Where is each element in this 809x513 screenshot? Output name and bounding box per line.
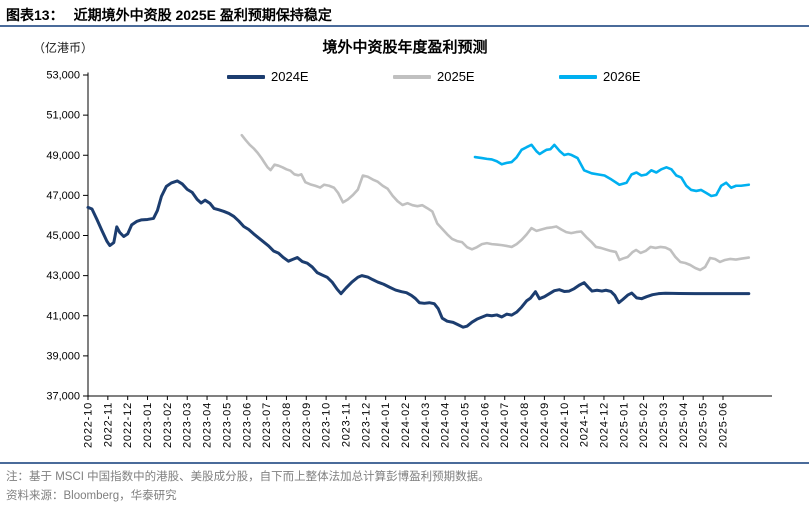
legend-line-swatch-2026e (559, 74, 597, 79)
x-tick-label: 2024-03 (420, 402, 432, 448)
x-tick-label: 2022-11 (102, 402, 114, 447)
x-tick-label: 2023-08 (281, 402, 293, 448)
x-tick-label: 2022-12 (122, 402, 134, 448)
y-tick-label: 43,000 (46, 270, 80, 282)
footer-divider-rule (0, 462, 809, 464)
x-tick-label: 2024-09 (539, 402, 551, 448)
x-tick-label: 2023-07 (261, 402, 273, 448)
y-tick-label: 49,000 (46, 150, 80, 162)
y-tick-label: 53,000 (46, 70, 80, 82)
x-tick-label: 2023-11 (340, 402, 352, 447)
legend-item-2026e: 2026E (559, 69, 641, 84)
y-tick-label: 47,000 (46, 190, 80, 202)
y-axis-unit-label: （亿港币） (33, 41, 94, 55)
x-tick-label: 2024-07 (499, 402, 511, 448)
series-line-2025E (240, 133, 751, 272)
x-tick-label: 2024-08 (519, 402, 531, 448)
x-tick-label: 2025-03 (658, 402, 670, 448)
caption-divider-rule (0, 25, 809, 27)
x-tick-label: 2025-05 (698, 402, 710, 448)
x-tick-label: 2024-01 (380, 402, 392, 448)
chart-title: 境外中资股年度盈利预测 (322, 39, 488, 56)
y-tick-label: 41,000 (46, 310, 80, 322)
y-tick-label: 51,000 (46, 110, 80, 122)
series-line-2024E (86, 179, 751, 329)
legend-item-2024e: 2024E (227, 69, 309, 84)
x-tick-label: 2024-06 (479, 402, 491, 448)
x-tick-label: 2024-11 (579, 402, 591, 447)
x-tick-label: 2024-12 (598, 402, 610, 448)
x-tick-label: 2024-04 (440, 402, 452, 448)
x-tick-label: 2025-02 (638, 402, 650, 448)
figure-number: 图表13： (6, 7, 64, 23)
x-tick-label: 2025-01 (618, 402, 630, 448)
legend-label-2025e: 2025E (437, 69, 475, 84)
x-tick-label: 2024-02 (400, 402, 412, 448)
y-tick-label: 37,000 (46, 391, 80, 403)
legend-label-2024e: 2024E (271, 69, 309, 84)
x-tick-label: 2024-10 (559, 402, 571, 448)
legend-line-swatch-2024e (227, 74, 265, 79)
x-tick-label: 2023-01 (142, 402, 154, 448)
x-tick-label: 2023-02 (162, 402, 174, 448)
x-tick-label: 2025-06 (718, 402, 730, 448)
footnote: 注：基于 MSCI 中国指数中的港股、美股成分股，自下而上整体法加总计算彭博盈利… (6, 471, 490, 483)
x-tick-label: 2023-03 (182, 402, 194, 448)
series-line-2026E (473, 143, 751, 198)
x-tick-label: 2025-04 (678, 402, 690, 448)
x-tick-label: 2023-04 (202, 402, 214, 448)
x-tick-label: 2023-09 (301, 402, 313, 448)
legend-label-2026e: 2026E (603, 69, 641, 84)
x-tick-label: 2022-10 (83, 402, 95, 448)
y-tick-label: 45,000 (46, 230, 80, 242)
x-tick-label: 2023-05 (221, 402, 233, 448)
x-tick-label: 2023-10 (321, 402, 333, 448)
legend-item-2025e: 2025E (393, 69, 475, 84)
y-tick-label: 39,000 (46, 350, 80, 362)
figure-caption: 图表13： 近期境外中资股 2025E 盈利预期保持稳定 (6, 5, 332, 25)
figure-title-text: 近期境外中资股 2025E 盈利预期保持稳定 (73, 7, 332, 23)
x-tick-label: 2024-05 (460, 402, 472, 448)
legend-line-swatch-2025e (393, 74, 431, 79)
x-tick-label: 2023-06 (241, 402, 253, 448)
x-tick-label: 2023-12 (360, 402, 372, 448)
source-line: 资料来源：Bloomberg，华泰研究 (6, 490, 177, 502)
